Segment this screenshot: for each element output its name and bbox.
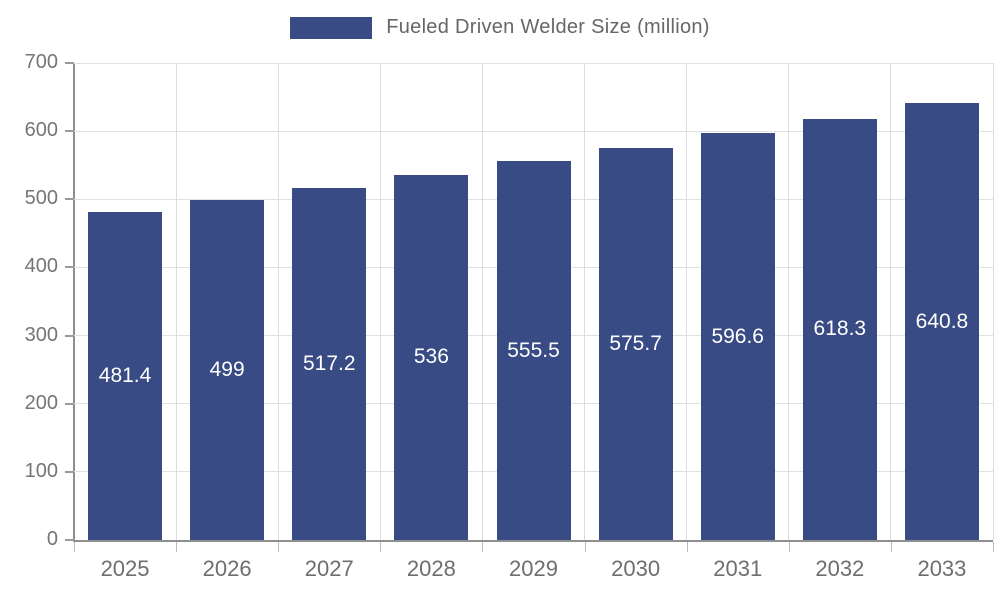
bar-2027[interactable]: 517.2 bbox=[292, 187, 367, 540]
gridline-vertical bbox=[788, 63, 790, 540]
y-axis-tick bbox=[65, 62, 74, 64]
x-axis-tick bbox=[176, 542, 178, 552]
gridline-horizontal bbox=[74, 62, 993, 64]
gridline-vertical bbox=[584, 63, 586, 540]
gridline-vertical bbox=[481, 63, 483, 540]
y-axis-tick bbox=[65, 539, 74, 541]
y-axis-tick-label: 700 bbox=[24, 51, 58, 73]
legend-item[interactable]: Fueled Driven Welder Size (million) bbox=[290, 16, 710, 39]
y-axis-tick bbox=[65, 470, 74, 473]
x-axis-tick-label: 2033 bbox=[917, 556, 967, 581]
x-axis-tick-label: 2032 bbox=[815, 556, 865, 581]
y-axis-tick-label: 100 bbox=[24, 459, 58, 482]
gridline-horizontal bbox=[74, 130, 993, 132]
y-axis-tick-label: 600 bbox=[24, 119, 58, 142]
y-axis-tick bbox=[65, 266, 74, 269]
bar-value-label: 640.8 bbox=[915, 309, 969, 333]
x-axis-tick-label: 2030 bbox=[611, 556, 661, 581]
x-axis-tick-label: 2028 bbox=[406, 556, 456, 581]
gridline-vertical bbox=[379, 63, 381, 540]
legend: Fueled Driven Welder Size (million) bbox=[0, 16, 1000, 39]
x-axis-tick-label: 2025 bbox=[100, 556, 150, 581]
x-axis-tick bbox=[788, 542, 790, 552]
y-axis-line bbox=[73, 63, 75, 541]
bar-value-label: 499 bbox=[209, 357, 245, 381]
x-axis-tick bbox=[584, 542, 586, 552]
x-axis-tick bbox=[482, 542, 484, 552]
bar-2028[interactable]: 536 bbox=[394, 174, 469, 540]
x-axis-tick-label: 2027 bbox=[304, 556, 354, 581]
x-axis-tick-label: 2026 bbox=[202, 556, 252, 581]
y-axis-tick bbox=[65, 130, 74, 133]
gridline-vertical bbox=[890, 63, 892, 540]
x-axis-tick bbox=[74, 542, 75, 552]
x-axis-tick bbox=[380, 542, 382, 552]
bar-2025[interactable]: 481.4 bbox=[88, 211, 163, 540]
bar-2033[interactable]: 640.8 bbox=[904, 103, 979, 540]
x-axis-tick-label: 2029 bbox=[509, 556, 558, 581]
plot-area: 481.4 499 517.2 536 555.5 575.7 596.6 618.3 640.… bbox=[74, 62, 994, 540]
bar-value-label: 481.4 bbox=[98, 363, 152, 387]
bar-value-label: 596.6 bbox=[711, 324, 764, 348]
gridline-vertical bbox=[992, 63, 994, 540]
y-axis-tick-label: 0 bbox=[46, 528, 58, 550]
bar-2031[interactable]: 596.6 bbox=[700, 133, 775, 540]
legend-swatch bbox=[290, 16, 373, 39]
bar-2032[interactable]: 618.3 bbox=[802, 118, 877, 540]
bar-2030[interactable]: 575.7 bbox=[598, 147, 673, 540]
y-axis-tick bbox=[65, 402, 74, 405]
gridline-vertical bbox=[686, 63, 688, 540]
x-axis-tick bbox=[278, 542, 280, 552]
y-axis-tick bbox=[65, 198, 74, 201]
bar-value-label: 618.3 bbox=[813, 317, 867, 341]
bar-value-label: 555.5 bbox=[507, 338, 560, 362]
bar-value-label: 517.2 bbox=[302, 351, 356, 375]
gridline-vertical bbox=[277, 63, 279, 540]
y-axis-tick-label: 200 bbox=[24, 391, 58, 414]
x-axis-tick bbox=[686, 542, 688, 552]
bar-2026[interactable]: 499 bbox=[190, 199, 265, 540]
gridline-vertical bbox=[175, 63, 177, 540]
y-axis-tick-label: 400 bbox=[24, 255, 58, 278]
legend-label: Fueled Driven Welder Size (million) bbox=[386, 16, 710, 38]
x-axis-tick-label: 2031 bbox=[713, 556, 763, 581]
y-axis-tick-label: 500 bbox=[24, 187, 58, 210]
y-axis-tick bbox=[65, 334, 74, 337]
x-axis-tick bbox=[890, 542, 892, 552]
y-axis-tick-label: 300 bbox=[24, 323, 58, 346]
bar-value-label: 536 bbox=[413, 345, 449, 369]
x-axis-line bbox=[73, 540, 993, 542]
bar-value-label: 575.7 bbox=[609, 331, 662, 355]
bar-2029[interactable]: 555.5 bbox=[496, 161, 571, 540]
x-axis-tick bbox=[993, 542, 994, 552]
